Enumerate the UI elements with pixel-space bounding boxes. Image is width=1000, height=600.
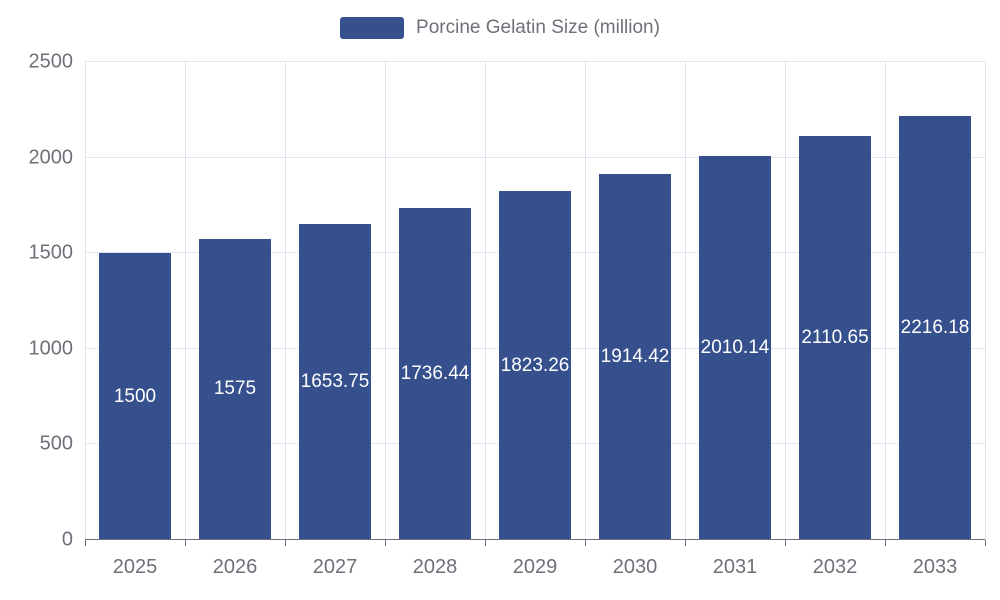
legend: Porcine Gelatin Size (million): [0, 17, 1000, 39]
x-tick-label: 2031: [712, 556, 758, 578]
gridline-vertical: [985, 62, 986, 540]
x-tick-label: 2029: [512, 556, 558, 578]
x-axis-tick: [485, 540, 486, 546]
bar-value-label: 1914.42: [600, 345, 670, 367]
x-axis-tick: [384, 540, 386, 546]
bar[interactable]: 1575: [198, 238, 271, 540]
x-axis-tick: [985, 540, 986, 546]
legend-label[interactable]: Porcine Gelatin Size (million): [416, 17, 660, 38]
bar-value-label: 1823.26: [500, 354, 570, 376]
y-tick-label: 2500: [28, 50, 74, 73]
bar[interactable]: 1736.44: [399, 208, 471, 540]
x-axis-tick: [85, 540, 86, 546]
gridline-vertical: [684, 62, 686, 540]
gridline-vertical: [585, 62, 586, 540]
x-axis-tick: [684, 540, 686, 546]
x-axis-tick: [585, 540, 586, 546]
legend-swatch[interactable]: [340, 17, 405, 39]
gridline-vertical: [485, 62, 486, 540]
plot-area: 0 500 1000 1500 2000 2500 1500 1575 1653.75 1736.…: [29, 51, 986, 578]
x-tick-label: 2026: [212, 556, 258, 578]
bar[interactable]: 2110.65: [799, 136, 871, 540]
x-tick-label: 2032: [812, 556, 858, 578]
x-axis-tick: [885, 540, 886, 546]
y-tick-label: 1500: [28, 241, 74, 264]
bar[interactable]: 1914.42: [599, 173, 671, 540]
gridline-vertical: [885, 62, 886, 540]
bar-value-label: 2216.18: [900, 317, 970, 339]
gridline-vertical: [85, 62, 86, 540]
bar[interactable]: 1653.75: [299, 223, 371, 540]
bar-value-label: 2010.14: [700, 336, 770, 358]
gridline-vertical: [384, 62, 386, 540]
bar-value-label: 1575: [213, 378, 257, 400]
x-axis-line: [85, 539, 985, 540]
gridline-vertical: [185, 62, 186, 540]
gridline-horizontal: [85, 156, 985, 158]
bar-value-label: 2110.65: [801, 327, 869, 349]
bar[interactable]: 2216.18: [899, 116, 971, 540]
gridline-vertical: [785, 62, 786, 540]
x-axis-tick: [285, 540, 286, 546]
x-axis-tick: [185, 540, 186, 546]
bar[interactable]: 1500: [99, 253, 171, 540]
x-tick-label: 2030: [612, 556, 658, 578]
bar[interactable]: 2010.14: [699, 155, 771, 540]
bar[interactable]: 1823.26: [499, 191, 571, 540]
gridline-horizontal: [85, 61, 985, 62]
x-axis-tick: [785, 540, 786, 546]
bar-value-label: 1653.75: [300, 370, 370, 392]
y-tick-label: 500: [39, 432, 73, 455]
x-tick-label: 2025: [112, 556, 158, 578]
bar-value-label: 1736.44: [400, 363, 470, 384]
x-tick-label: 2033: [912, 556, 958, 578]
x-tick-label: 2027: [312, 556, 358, 578]
gridline-vertical: [285, 62, 286, 540]
y-tick-label: 0: [61, 528, 73, 551]
bar-value-label: 1500: [113, 385, 157, 407]
y-tick-label: 1000: [28, 337, 74, 360]
y-tick-label: 2000: [28, 146, 74, 169]
x-tick-label: 2028: [412, 556, 458, 578]
